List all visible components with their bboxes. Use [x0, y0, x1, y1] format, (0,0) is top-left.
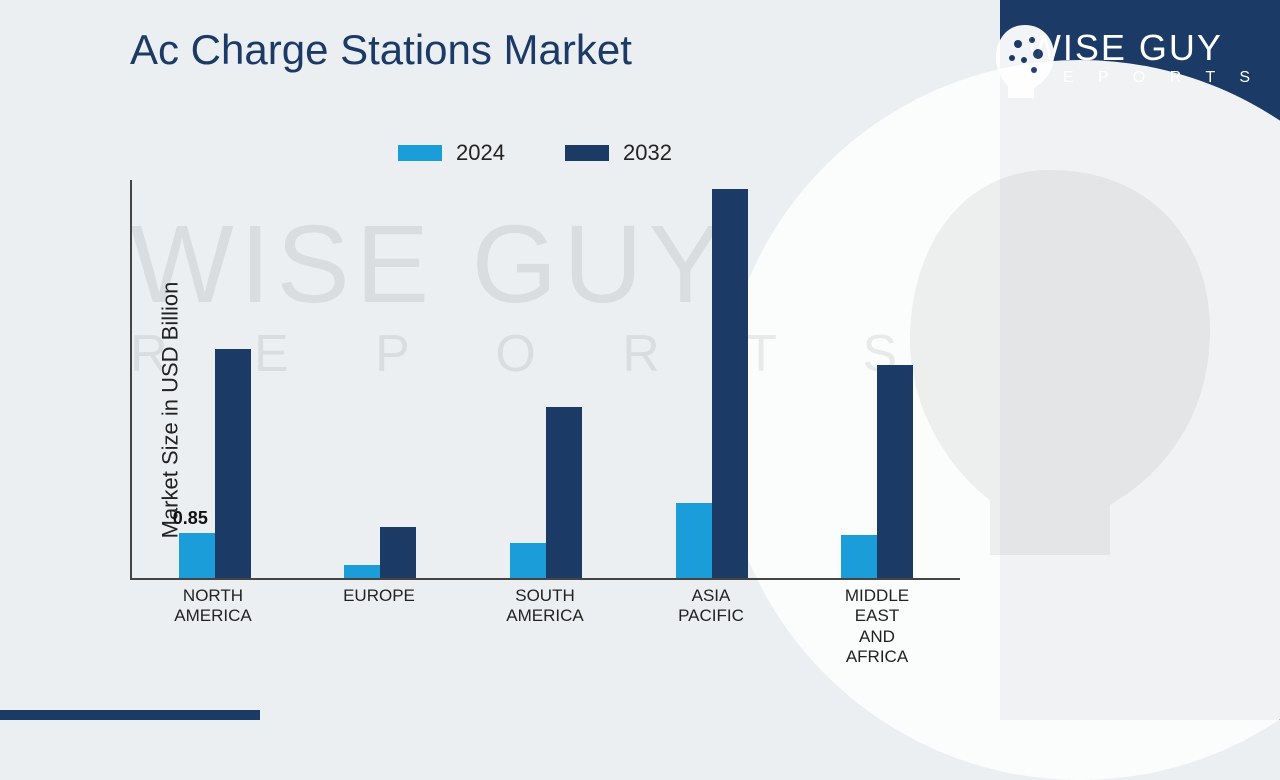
chart-legend: 2024 2032 — [100, 140, 970, 166]
bottom-accent-bar — [0, 710, 260, 720]
bar-group: 0.85 — [132, 180, 298, 578]
bar-chart: Market Size in USD Billion 2024 2032 0.8… — [100, 150, 970, 670]
bar-group — [463, 180, 629, 578]
bar-group — [629, 180, 795, 578]
bar-group — [298, 180, 464, 578]
bar: 0.85 — [179, 533, 215, 578]
x-axis-label: SOUTHAMERICA — [462, 586, 628, 668]
legend-label-2024: 2024 — [456, 140, 505, 166]
legend-item-2032: 2032 — [565, 140, 672, 166]
x-axis-label: NORTHAMERICA — [130, 586, 296, 668]
x-axis-label: MIDDLEEASTANDAFRICA — [794, 586, 960, 668]
bar — [215, 349, 251, 578]
legend-label-2032: 2032 — [623, 140, 672, 166]
brand-head-icon — [990, 20, 1060, 100]
chart-title: Ac Charge Stations Market — [130, 26, 632, 74]
bar — [510, 543, 546, 578]
bar — [344, 565, 380, 578]
legend-swatch-2024 — [398, 145, 442, 161]
bar-groups: 0.85 — [132, 180, 960, 578]
x-axis-labels: NORTHAMERICAEUROPESOUTHAMERICAASIAPACIFI… — [130, 586, 960, 668]
bar — [546, 407, 582, 578]
plot-area: 0.85 — [130, 180, 960, 580]
bar — [877, 365, 913, 578]
bar-group — [794, 180, 960, 578]
legend-swatch-2032 — [565, 145, 609, 161]
bar — [380, 527, 416, 578]
bar — [841, 535, 877, 578]
brand-logo-sub: R E P O R T S — [1027, 68, 1260, 87]
bar-value-label: 0.85 — [173, 508, 208, 529]
brand-logo-main: WISE GUY — [1027, 30, 1260, 66]
x-axis-label: EUROPE — [296, 586, 462, 668]
bar — [712, 189, 748, 578]
x-axis-label: ASIAPACIFIC — [628, 586, 794, 668]
legend-item-2024: 2024 — [398, 140, 505, 166]
brand-logo: WISE GUY R E P O R T S — [1027, 30, 1260, 87]
bar — [676, 503, 712, 578]
